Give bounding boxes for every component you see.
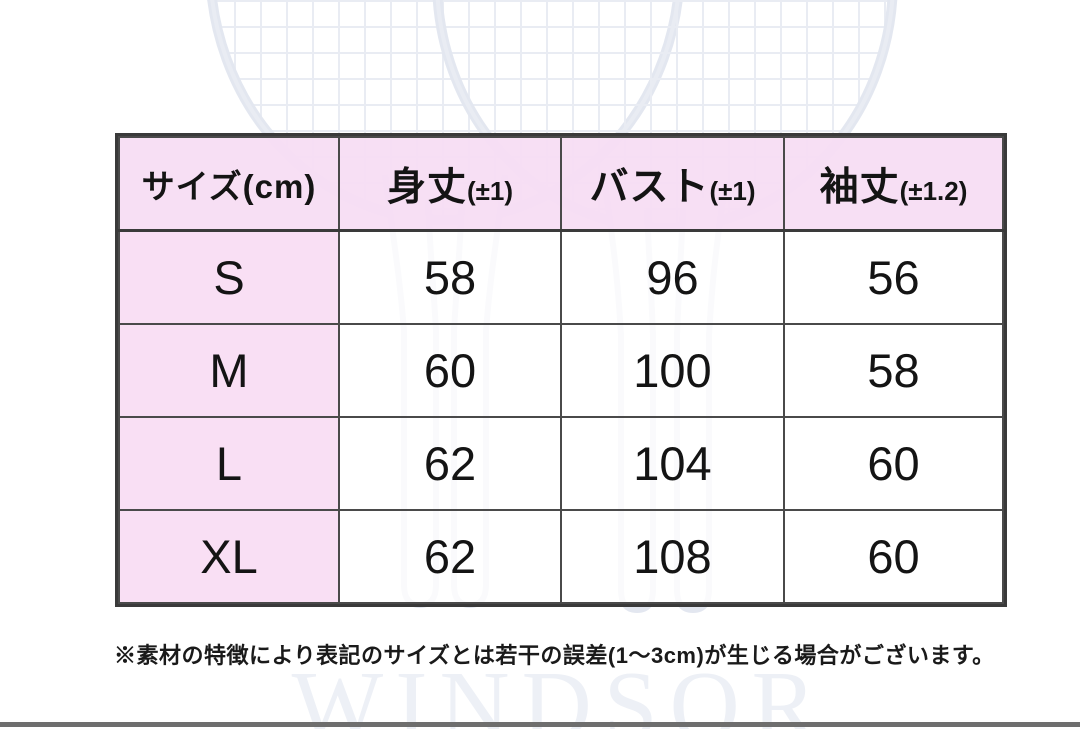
size-label-l: L <box>118 415 340 511</box>
bottom-divider <box>0 722 1080 727</box>
size-label-xl: XL <box>118 508 340 604</box>
header-sleeve-length: 袖丈(±1.2) <box>783 136 1004 232</box>
sleeve-length-s: 56 <box>783 229 1004 325</box>
header-size-label: サイズ(cm) <box>141 167 317 205</box>
header-bust: バスト(±1) <box>560 136 785 232</box>
table-row-xl: XL 62 108 60 <box>118 508 1004 604</box>
disclaimer-note: ※素材の特徴により表記のサイズとは若干の誤差(1～3cm)が生じる場合がございま… <box>114 643 995 668</box>
table-row-m: M 60 100 58 <box>118 322 1004 418</box>
body-length-xl: 62 <box>338 508 562 604</box>
header-sleeve-length-tolerance: (±1.2) <box>899 175 968 206</box>
brand-watermark-text: WINDSOR <box>292 652 829 729</box>
header-bust-label: バスト <box>589 165 710 209</box>
bust-xl: 108 <box>560 508 785 604</box>
bust-m: 100 <box>560 322 785 418</box>
header-size: サイズ(cm) <box>118 136 340 232</box>
size-chart-table-frame: サイズ(cm) 身丈(±1) バスト(±1) 袖丈(±1.2) S 5 <box>115 133 1007 607</box>
bust-s: 96 <box>560 229 785 325</box>
sleeve-length-m: 58 <box>783 322 1004 418</box>
header-body-length-label: 身丈 <box>386 165 467 209</box>
body-length-l: 62 <box>338 415 562 511</box>
body-length-s: 58 <box>338 229 562 325</box>
header-bust-tolerance: (±1) <box>709 175 756 206</box>
body-length-m: 60 <box>338 322 562 418</box>
table-row-l: L 62 104 60 <box>118 415 1004 511</box>
sleeve-length-xl: 60 <box>783 508 1004 604</box>
bust-l: 104 <box>560 415 785 511</box>
size-chart-table: サイズ(cm) 身丈(±1) バスト(±1) 袖丈(±1.2) S 5 <box>118 136 1004 604</box>
size-label-m: M <box>118 322 340 418</box>
table-row-s: S 58 96 56 <box>118 229 1004 325</box>
header-body-length: 身丈(±1) <box>338 136 562 232</box>
sleeve-length-l: 60 <box>783 415 1004 511</box>
table-header-row: サイズ(cm) 身丈(±1) バスト(±1) 袖丈(±1.2) <box>118 136 1004 232</box>
header-body-length-tolerance: (±1) <box>466 175 514 206</box>
size-label-s: S <box>118 229 340 325</box>
header-sleeve-length-label: 袖丈 <box>819 165 900 209</box>
